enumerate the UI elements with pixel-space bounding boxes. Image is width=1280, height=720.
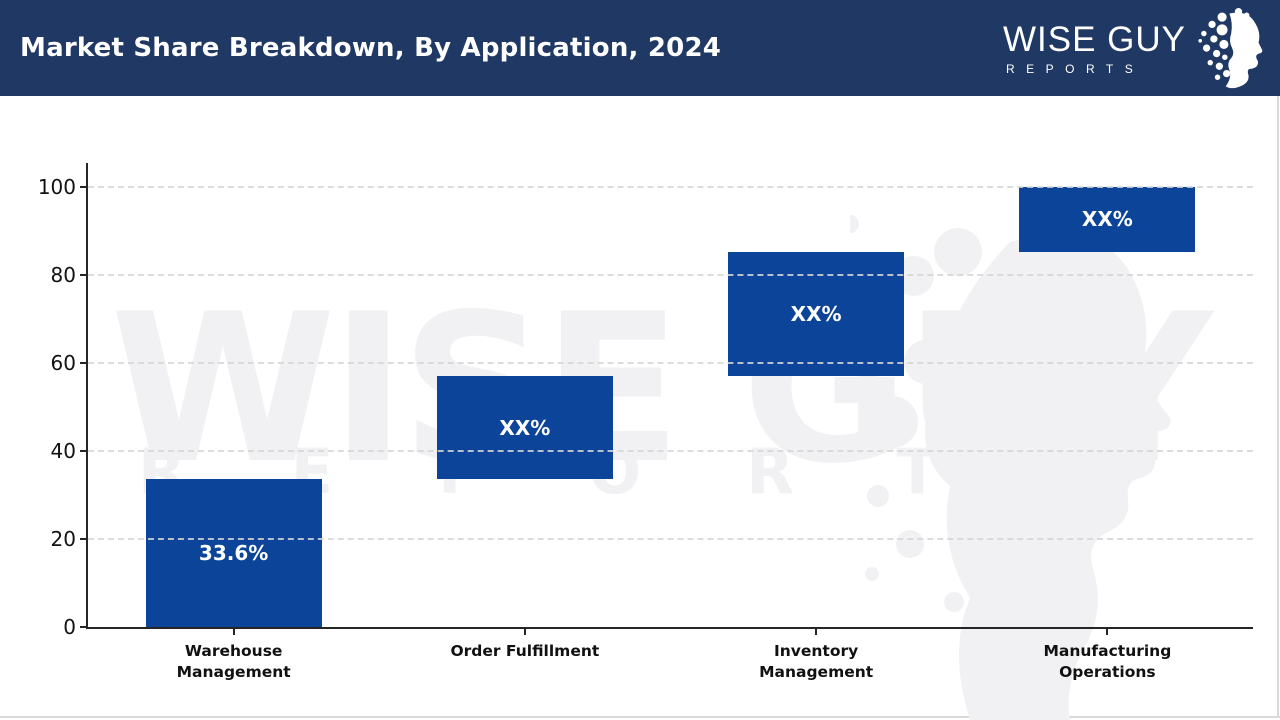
y-tick-40 — [80, 450, 87, 452]
bar-order-fulfillment: XX% — [436, 376, 613, 480]
x-tick-4 — [1106, 627, 1109, 635]
wise-guy-logo: WISE GUY REPORTS — [1003, 8, 1266, 90]
y-tick-label-0: 0 — [63, 615, 76, 639]
y-tick-label-100: 100 — [37, 175, 76, 199]
y-tick-label-20: 20 — [50, 527, 76, 551]
x-axis-label-text: Inventory Management — [759, 642, 874, 681]
header: Market Share Breakdown, By Application, … — [0, 0, 1280, 96]
bar-value-label: XX% — [499, 415, 551, 440]
y-axis-line — [86, 163, 88, 629]
right-hairline — [1277, 96, 1279, 718]
y-tick-80 — [80, 274, 87, 276]
logo-text: WISE GUY REPORTS — [1003, 22, 1186, 76]
x-tick-2 — [523, 627, 526, 635]
x-axis-label-text: Order Fulfillment — [450, 642, 600, 660]
y-tick-label-40: 40 — [50, 439, 76, 463]
x-axis-label-2: Order Fulfillment — [430, 641, 620, 662]
bar-value-label: XX% — [790, 301, 842, 326]
y-tick-60 — [80, 362, 87, 364]
y-tick-label-80: 80 — [50, 263, 76, 287]
bottom-hairline — [0, 716, 1280, 718]
x-axis-label-3: Inventory Management — [721, 641, 911, 683]
gridline-80 — [88, 274, 1253, 276]
gridline-20 — [88, 538, 1253, 540]
x-tick-3 — [815, 627, 818, 635]
bar-value-label: 33.6% — [198, 541, 269, 566]
logo-name: WISE GUY — [1002, 20, 1186, 59]
x-axis-label-text: Manufacturing Operations — [1043, 642, 1172, 681]
y-tick-label-60: 60 — [50, 351, 76, 375]
gridline-40 — [88, 450, 1253, 452]
logo-head-icon — [1198, 8, 1263, 89]
x-axis-label-text: Warehouse Management — [176, 642, 291, 681]
gridline-60 — [88, 362, 1253, 364]
x-axis-label-4: Manufacturing Operations — [1012, 641, 1202, 683]
page-title: Market Share Breakdown, By Application, … — [20, 33, 722, 63]
gridline-100 — [88, 186, 1253, 188]
bar-inventory-management: XX% — [728, 251, 905, 377]
y-tick-0 — [80, 626, 87, 628]
x-tick-1 — [232, 627, 235, 635]
y-tick-20 — [80, 538, 87, 540]
watermark-head-icon — [850, 215, 1171, 720]
x-axis-label-1: Warehouse Management — [139, 641, 329, 683]
y-tick-100 — [80, 186, 87, 188]
x-axis-line — [86, 627, 1253, 629]
bar-manufacturing-operations: XX% — [1019, 187, 1196, 252]
bar-warehouse-management: 33.6% — [145, 479, 322, 627]
logo-tagline: REPORTS — [1005, 62, 1145, 76]
bar-value-label: XX% — [1081, 207, 1133, 232]
